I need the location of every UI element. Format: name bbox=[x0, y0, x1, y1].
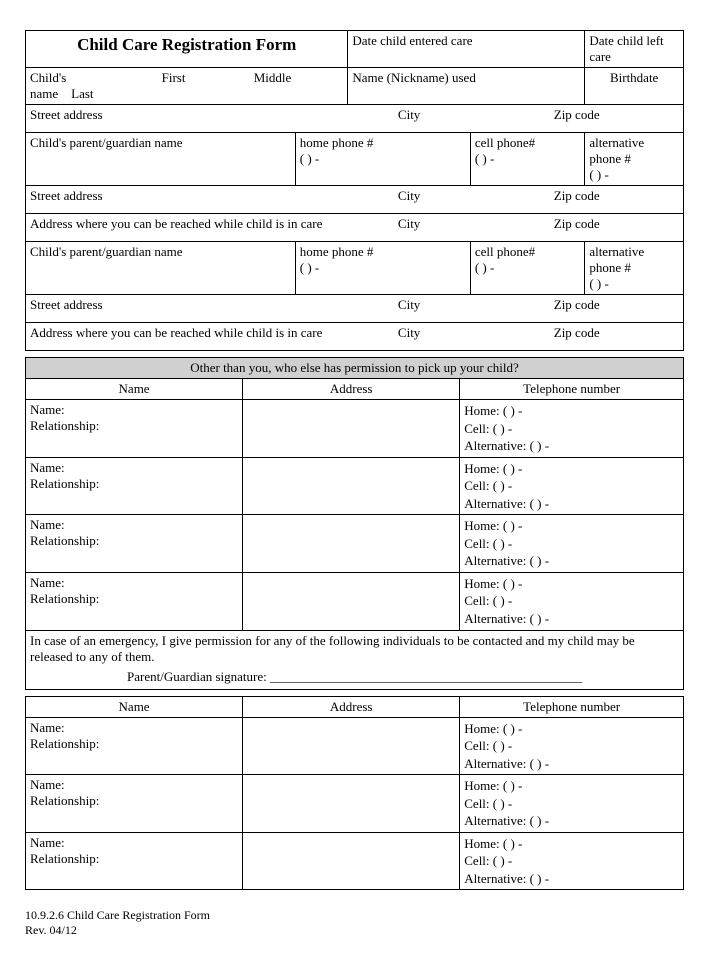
contact-relationship-label: Relationship: bbox=[30, 591, 99, 606]
contact-cell: Cell: ( ) - bbox=[464, 593, 512, 608]
footer-block: 10.9.2.6 Child Care Registration Form Re… bbox=[25, 908, 684, 938]
contact-home: Home: ( ) - bbox=[464, 721, 522, 736]
contact-cell: Cell: ( ) - bbox=[464, 796, 512, 811]
contact-home: Home: ( ) - bbox=[464, 836, 522, 851]
guardian-label-2: Child's parent/guardian name bbox=[26, 242, 296, 295]
home-phone-label-2: home phone # bbox=[300, 244, 374, 259]
nickname-label: Name (Nickname) used bbox=[348, 68, 585, 105]
contact-cell: Cell: ( ) - bbox=[464, 738, 512, 753]
contact-alt: Alternative: ( ) - bbox=[464, 813, 549, 828]
cell-phone-label-2: cell phone# bbox=[475, 244, 535, 259]
guardian-label-1: Child's parent/guardian name bbox=[26, 133, 296, 186]
alt-phone-label-1: alternative phone # bbox=[589, 135, 644, 166]
emergency-text: In case of an emergency, I give permissi… bbox=[26, 630, 684, 667]
first-label: First bbox=[131, 68, 217, 105]
footer-line2: Rev. 04/12 bbox=[25, 923, 77, 937]
reach-zip-1: Zip code bbox=[470, 214, 683, 242]
emergency-contact-row: Name:Relationship: Home: ( ) - Cell: ( ) … bbox=[26, 832, 684, 890]
contact-alt: Alternative: ( ) - bbox=[464, 756, 549, 771]
zip-label-3: Zip code bbox=[470, 295, 683, 323]
city-label-3: City bbox=[348, 295, 470, 323]
reach-address-label-1: Address where you can be reached while c… bbox=[26, 214, 348, 242]
contact-home: Home: ( ) - bbox=[464, 576, 522, 591]
contact-home: Home: ( ) - bbox=[464, 518, 522, 533]
cell-phone-parens-1: ( ) - bbox=[475, 151, 495, 166]
street-address-label-2: Street address bbox=[26, 186, 348, 214]
col-name-1: Name bbox=[26, 379, 243, 400]
emergency-contact-row: Name:Relationship: Home: ( ) - Cell: ( ) … bbox=[26, 775, 684, 833]
pickup-contact-row: Name:Relationship: Home: ( ) - Cell: ( ) … bbox=[26, 400, 684, 458]
pickup-contact-row: Name:Relationship: Home: ( ) - Cell: ( ) … bbox=[26, 457, 684, 515]
alt-phone-parens-1: ( ) - bbox=[589, 167, 609, 182]
home-phone-parens-1: ( ) - bbox=[300, 151, 320, 166]
contact-name-label: Name: bbox=[30, 835, 65, 850]
contact-cell: Cell: ( ) - bbox=[464, 478, 512, 493]
footer-line1: 10.9.2.6 Child Care Registration Form bbox=[25, 908, 210, 922]
pickup-header: Other than you, who else has permission … bbox=[26, 358, 684, 379]
contact-relationship-label: Relationship: bbox=[30, 418, 99, 433]
pickup-section-table: Other than you, who else has permission … bbox=[25, 357, 684, 690]
childs-name-label: Child's name bbox=[30, 70, 66, 101]
contact-home: Home: ( ) - bbox=[464, 403, 522, 418]
top-section-table: Child Care Registration Form Date child … bbox=[25, 30, 684, 351]
home-phone-label-1: home phone # bbox=[300, 135, 374, 150]
contact-cell: Cell: ( ) - bbox=[464, 421, 512, 436]
contact-relationship-label: Relationship: bbox=[30, 793, 99, 808]
reach-address-label-2: Address where you can be reached while c… bbox=[26, 323, 348, 351]
alt-phone-parens-2: ( ) - bbox=[589, 276, 609, 291]
contact-home: Home: ( ) - bbox=[464, 461, 522, 476]
street-address-label: Street address bbox=[26, 105, 348, 133]
col-name-2: Name bbox=[26, 696, 243, 717]
contact-relationship-label: Relationship: bbox=[30, 851, 99, 866]
city-label-1: City bbox=[348, 105, 470, 133]
street-address-label-3: Street address bbox=[26, 295, 348, 323]
contact-alt: Alternative: ( ) - bbox=[464, 496, 549, 511]
reach-city-2: City bbox=[348, 323, 470, 351]
date-left-label: Date child left care bbox=[585, 31, 684, 68]
zip-label-1: Zip code bbox=[470, 105, 683, 133]
contact-alt: Alternative: ( ) - bbox=[464, 438, 549, 453]
col-telephone-2: Telephone number bbox=[460, 696, 684, 717]
signature-line: Parent/Guardian signature: _____________… bbox=[26, 667, 684, 690]
contact-relationship-label: Relationship: bbox=[30, 476, 99, 491]
date-entered-label: Date child entered care bbox=[348, 31, 585, 68]
pickup-contact-row: Name:Relationship: Home: ( ) - Cell: ( ) … bbox=[26, 572, 684, 630]
contact-name-label: Name: bbox=[30, 517, 65, 532]
reach-city-1: City bbox=[348, 214, 470, 242]
col-telephone-1: Telephone number bbox=[460, 379, 684, 400]
reach-zip-2: Zip code bbox=[470, 323, 683, 351]
contact-name-label: Name: bbox=[30, 460, 65, 475]
emergency-section-table: Name Address Telephone number Name:Relat… bbox=[25, 696, 684, 891]
contact-name-label: Name: bbox=[30, 575, 65, 590]
contact-alt: Alternative: ( ) - bbox=[464, 871, 549, 886]
birthdate-label: Birthdate bbox=[585, 68, 684, 105]
contact-cell: Cell: ( ) - bbox=[464, 853, 512, 868]
cell-phone-label-1: cell phone# bbox=[475, 135, 535, 150]
alt-phone-label-2: alternative phone # bbox=[589, 244, 644, 275]
contact-home: Home: ( ) - bbox=[464, 778, 522, 793]
zip-label-2: Zip code bbox=[470, 186, 683, 214]
emergency-contact-row: Name:Relationship: Home: ( ) - Cell: ( ) … bbox=[26, 717, 684, 775]
col-address-1: Address bbox=[243, 379, 460, 400]
contact-alt: Alternative: ( ) - bbox=[464, 611, 549, 626]
middle-label: Middle bbox=[216, 68, 295, 105]
form-title: Child Care Registration Form bbox=[26, 31, 348, 68]
pickup-contact-row: Name:Relationship: Home: ( ) - Cell: ( ) … bbox=[26, 515, 684, 573]
city-label-2: City bbox=[348, 186, 470, 214]
contact-name-label: Name: bbox=[30, 777, 65, 792]
contact-relationship-label: Relationship: bbox=[30, 533, 99, 548]
contact-alt: Alternative: ( ) - bbox=[464, 553, 549, 568]
contact-name-label: Name: bbox=[30, 720, 65, 735]
home-phone-parens-2: ( ) - bbox=[300, 260, 320, 275]
col-address-2: Address bbox=[243, 696, 460, 717]
cell-phone-parens-2: ( ) - bbox=[475, 260, 495, 275]
contact-relationship-label: Relationship: bbox=[30, 736, 99, 751]
contact-name-label: Name: bbox=[30, 402, 65, 417]
contact-cell: Cell: ( ) - bbox=[464, 536, 512, 551]
last-label: Last bbox=[71, 86, 93, 101]
